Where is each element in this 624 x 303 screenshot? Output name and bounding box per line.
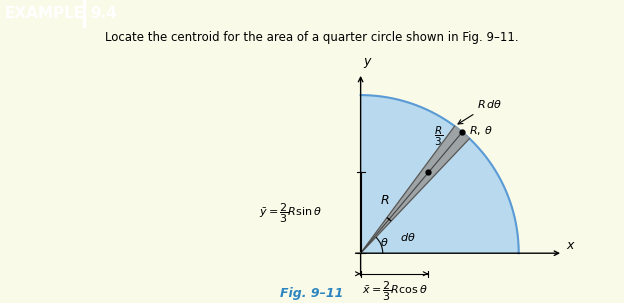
Polygon shape bbox=[361, 126, 469, 253]
Text: $R$: $R$ bbox=[380, 194, 390, 207]
Text: 9.4: 9.4 bbox=[90, 6, 117, 22]
Text: $R,\,\theta$: $R,\,\theta$ bbox=[469, 124, 492, 137]
Text: $\theta$: $\theta$ bbox=[379, 236, 388, 248]
Text: $R\,d\theta$: $R\,d\theta$ bbox=[458, 98, 502, 124]
Polygon shape bbox=[361, 95, 519, 253]
Text: EXAMPLE: EXAMPLE bbox=[5, 6, 85, 22]
Text: Fig. 9–11: Fig. 9–11 bbox=[280, 287, 344, 300]
Text: $x$: $x$ bbox=[566, 239, 576, 251]
Text: $d\theta$: $d\theta$ bbox=[400, 231, 416, 243]
Text: $\dfrac{R}{3}$: $\dfrac{R}{3}$ bbox=[434, 125, 444, 148]
Text: $\bar{y}=\dfrac{2}{3}R\sin\theta$: $\bar{y}=\dfrac{2}{3}R\sin\theta$ bbox=[260, 201, 323, 225]
Text: $\bar{x}=\dfrac{2}{3}R\cos\theta$: $\bar{x}=\dfrac{2}{3}R\cos\theta$ bbox=[361, 279, 427, 303]
Text: Locate the centroid for the area of a quarter circle shown in Fig. 9–11.: Locate the centroid for the area of a qu… bbox=[105, 31, 519, 44]
Text: $y$: $y$ bbox=[363, 56, 373, 70]
